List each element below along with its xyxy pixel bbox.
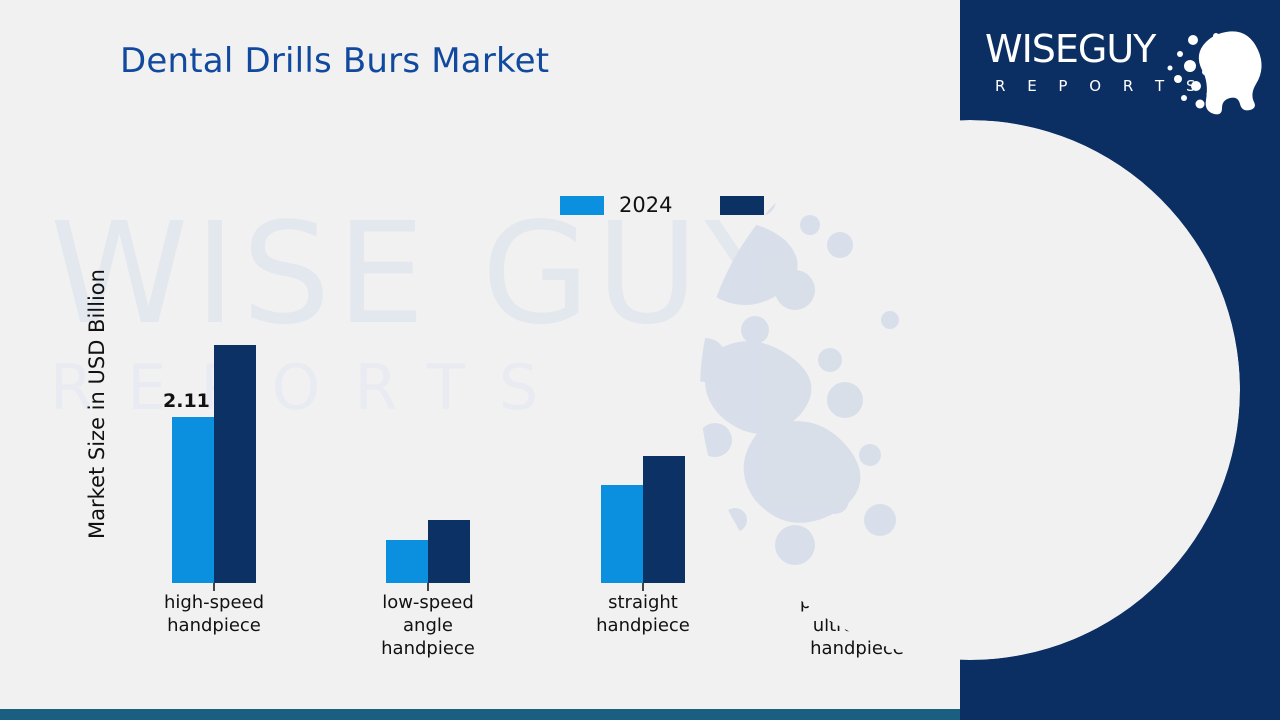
bar-2032-2[interactable] xyxy=(643,455,685,583)
category-label-line: handpiece xyxy=(381,638,475,660)
bar-2032-1[interactable] xyxy=(428,520,470,583)
brand-artwork xyxy=(700,120,1240,660)
axis-tick xyxy=(427,583,429,591)
category-label-line: handpiece xyxy=(167,615,261,637)
bar-group xyxy=(386,253,470,583)
logo-wordmark: WISEGUY xyxy=(985,27,1156,71)
category-label-0: high-speed handpiece xyxy=(114,591,314,637)
category-label-line: low-speed xyxy=(382,592,474,613)
legend-label-2024: 2024 xyxy=(619,193,673,217)
axis-tick xyxy=(642,583,644,591)
category-label-line: angle xyxy=(403,615,453,637)
bar-2024-2[interactable] xyxy=(601,484,643,583)
bar-group xyxy=(172,253,256,583)
category-label-1: low-speed angle handpiece xyxy=(328,591,528,660)
category-label-line: handpiece xyxy=(596,615,690,637)
category-label-2: straight handpiece xyxy=(543,591,743,637)
bar-group xyxy=(601,253,685,583)
logo-dot-head-icon xyxy=(1167,31,1262,115)
brand-panel: WISEGUY R E P O R T S xyxy=(700,0,1280,720)
category-label-line: straight xyxy=(608,592,678,613)
category-label-line: high-speed xyxy=(163,592,265,613)
page-title: Dental Drills Burs Market xyxy=(120,41,550,81)
footer-bar xyxy=(0,709,960,720)
legend-item-2024[interactable]: 2024 xyxy=(560,193,672,217)
brand-logo: WISEGUY R E P O R T S xyxy=(985,27,1262,120)
axis-tick xyxy=(213,583,215,591)
legend-swatch-2032 xyxy=(720,195,765,215)
bar-2032-0[interactable] xyxy=(214,344,256,583)
bar-2024-0[interactable] xyxy=(172,417,214,583)
bar-2024-1[interactable] xyxy=(386,539,428,583)
legend-swatch-2024 xyxy=(560,195,604,215)
bar-value-label: 2.11 xyxy=(163,390,210,413)
logo-subtext: R E P O R T S xyxy=(995,77,1204,95)
